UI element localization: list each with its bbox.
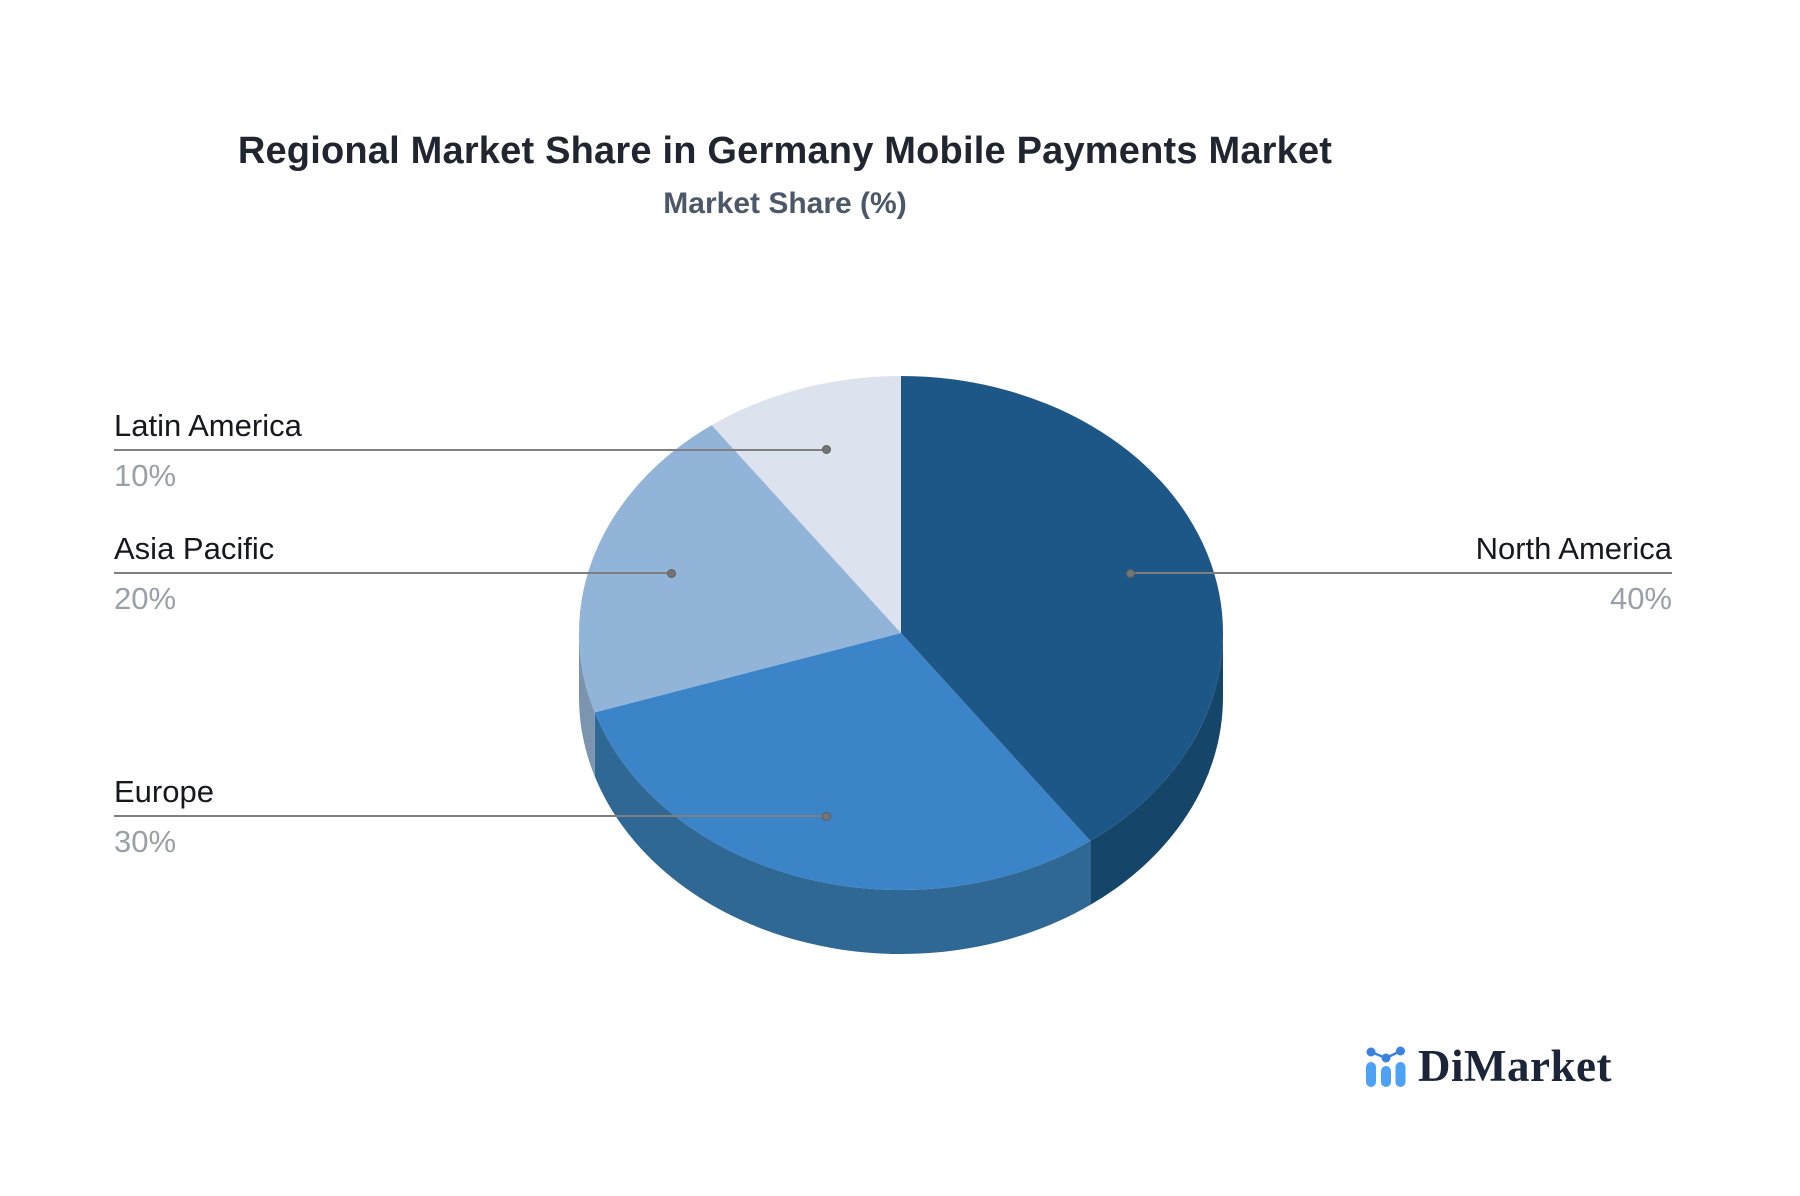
callout-dot-latin-america	[821, 445, 831, 455]
callout-line-europe	[114, 815, 827, 818]
pie-slice-latin-america[interactable]	[711, 376, 901, 633]
callout-label-asia-pacific: Asia Pacific	[114, 531, 275, 567]
brand-logo: DiMarket	[1362, 1042, 1612, 1090]
pie-slice-side-europe	[594, 712, 1091, 955]
chart-header: Regional Market Share in Germany Mobile …	[0, 128, 1570, 222]
chart-subtitle: Market Share (%)	[663, 187, 907, 220]
pie-slice-side-north-america	[1090, 633, 1223, 905]
callout-value-north-america: 40%	[1609, 581, 1672, 617]
callout-label-north-america: North America	[1475, 531, 1672, 567]
callout-dot-north-america	[1126, 568, 1136, 578]
callout-value-asia-pacific: 20%	[114, 581, 177, 617]
callout-value-europe: 30%	[114, 824, 177, 860]
pie-slice-europe[interactable]	[594, 633, 1091, 891]
callout-line-latin-america	[114, 448, 827, 451]
callout-line-asia-pacific	[114, 572, 672, 575]
chart-title: Regional Market Share in Germany Mobile …	[237, 130, 1333, 172]
callout-value-latin-america: 10%	[114, 457, 177, 493]
callout-label-latin-america: Latin America	[114, 407, 302, 443]
pie-slice-asia-pacific[interactable]	[578, 425, 901, 713]
pie-slice-north-america[interactable]	[901, 376, 1224, 841]
callout-line-north-america	[1130, 572, 1672, 575]
brand-name: DiMarket	[1418, 1041, 1612, 1091]
callout-dot-asia-pacific	[666, 568, 676, 578]
pie-slice-side-asia-pacific	[579, 633, 595, 777]
callout-dot-europe	[821, 811, 831, 821]
callout-label-europe: Europe	[114, 774, 214, 810]
bar-line-chart-icon	[1366, 1046, 1406, 1087]
